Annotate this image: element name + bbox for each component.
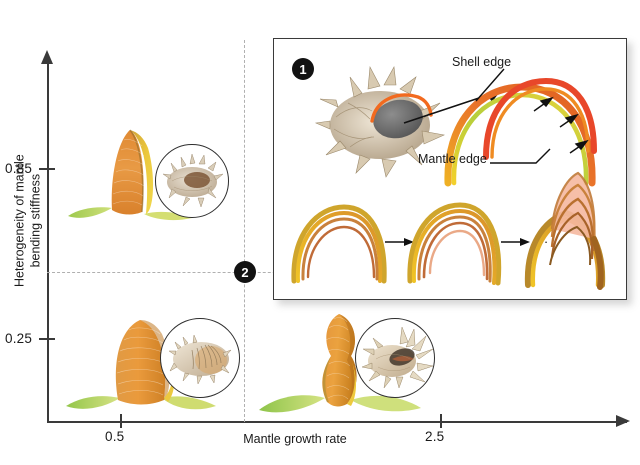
y-axis-arrow-icon <box>41 50 53 64</box>
y-axis-line <box>47 62 49 422</box>
y-axis-title-line-1: Heterogeneity of mantle <box>12 154 27 287</box>
spiny-shell-photo <box>355 318 435 398</box>
growth-sequence-step-3 <box>518 167 638 293</box>
x-axis-arrow-icon <box>616 415 630 427</box>
x-axis-tick-1 <box>440 414 442 428</box>
x-axis-line <box>47 421 627 423</box>
growth-sequence-step-2 <box>402 189 512 289</box>
sequence-arrow-2-icon <box>501 238 530 246</box>
x-axis-title: Mantle growth rate <box>243 432 347 446</box>
origin-badge-2: 2 <box>234 261 256 283</box>
shell-edge-leader-line <box>475 68 505 102</box>
shell-surface-broad-rounded <box>58 300 228 422</box>
y-axis-tick-label-1: 0.25 <box>5 331 33 346</box>
murex-shell-photo <box>314 63 454 183</box>
spiky-murex-shell-photo <box>155 144 229 218</box>
x-axis-tick-0 <box>120 414 122 428</box>
quadrant-divider-vertical <box>244 40 245 422</box>
y-axis-tick-1 <box>39 338 55 340</box>
y-axis-tick-label-0: 0.85 <box>5 161 33 176</box>
ribbed-shell-photo <box>160 318 240 398</box>
shell-edge-label: Shell edge <box>452 55 512 69</box>
panel-badge-1: 1 <box>292 58 314 80</box>
shell-surface-tall-narrow <box>60 118 220 238</box>
y-axis-title-line-2: bending stiffness <box>28 173 42 268</box>
y-axis-tick-0 <box>39 168 55 170</box>
shell-surface-twisted-spiral <box>255 300 430 422</box>
mantle-edge-leader-line <box>490 148 551 164</box>
x-axis-tick-label-0: 0.5 <box>105 429 125 444</box>
x-axis-tick-label-1: 2.5 <box>425 429 445 444</box>
mantle-edge-label: Mantle edge <box>418 152 487 166</box>
y-axis-title: Heterogeneity of mantle bending stiffnes… <box>12 131 43 311</box>
inset-panel-shell-growth-mechanism: ... <box>273 38 627 300</box>
growth-sequence-step-1 <box>286 189 396 289</box>
sequence-arrow-1-icon <box>385 238 414 246</box>
shell-mantle-edge-diagram <box>442 61 622 191</box>
